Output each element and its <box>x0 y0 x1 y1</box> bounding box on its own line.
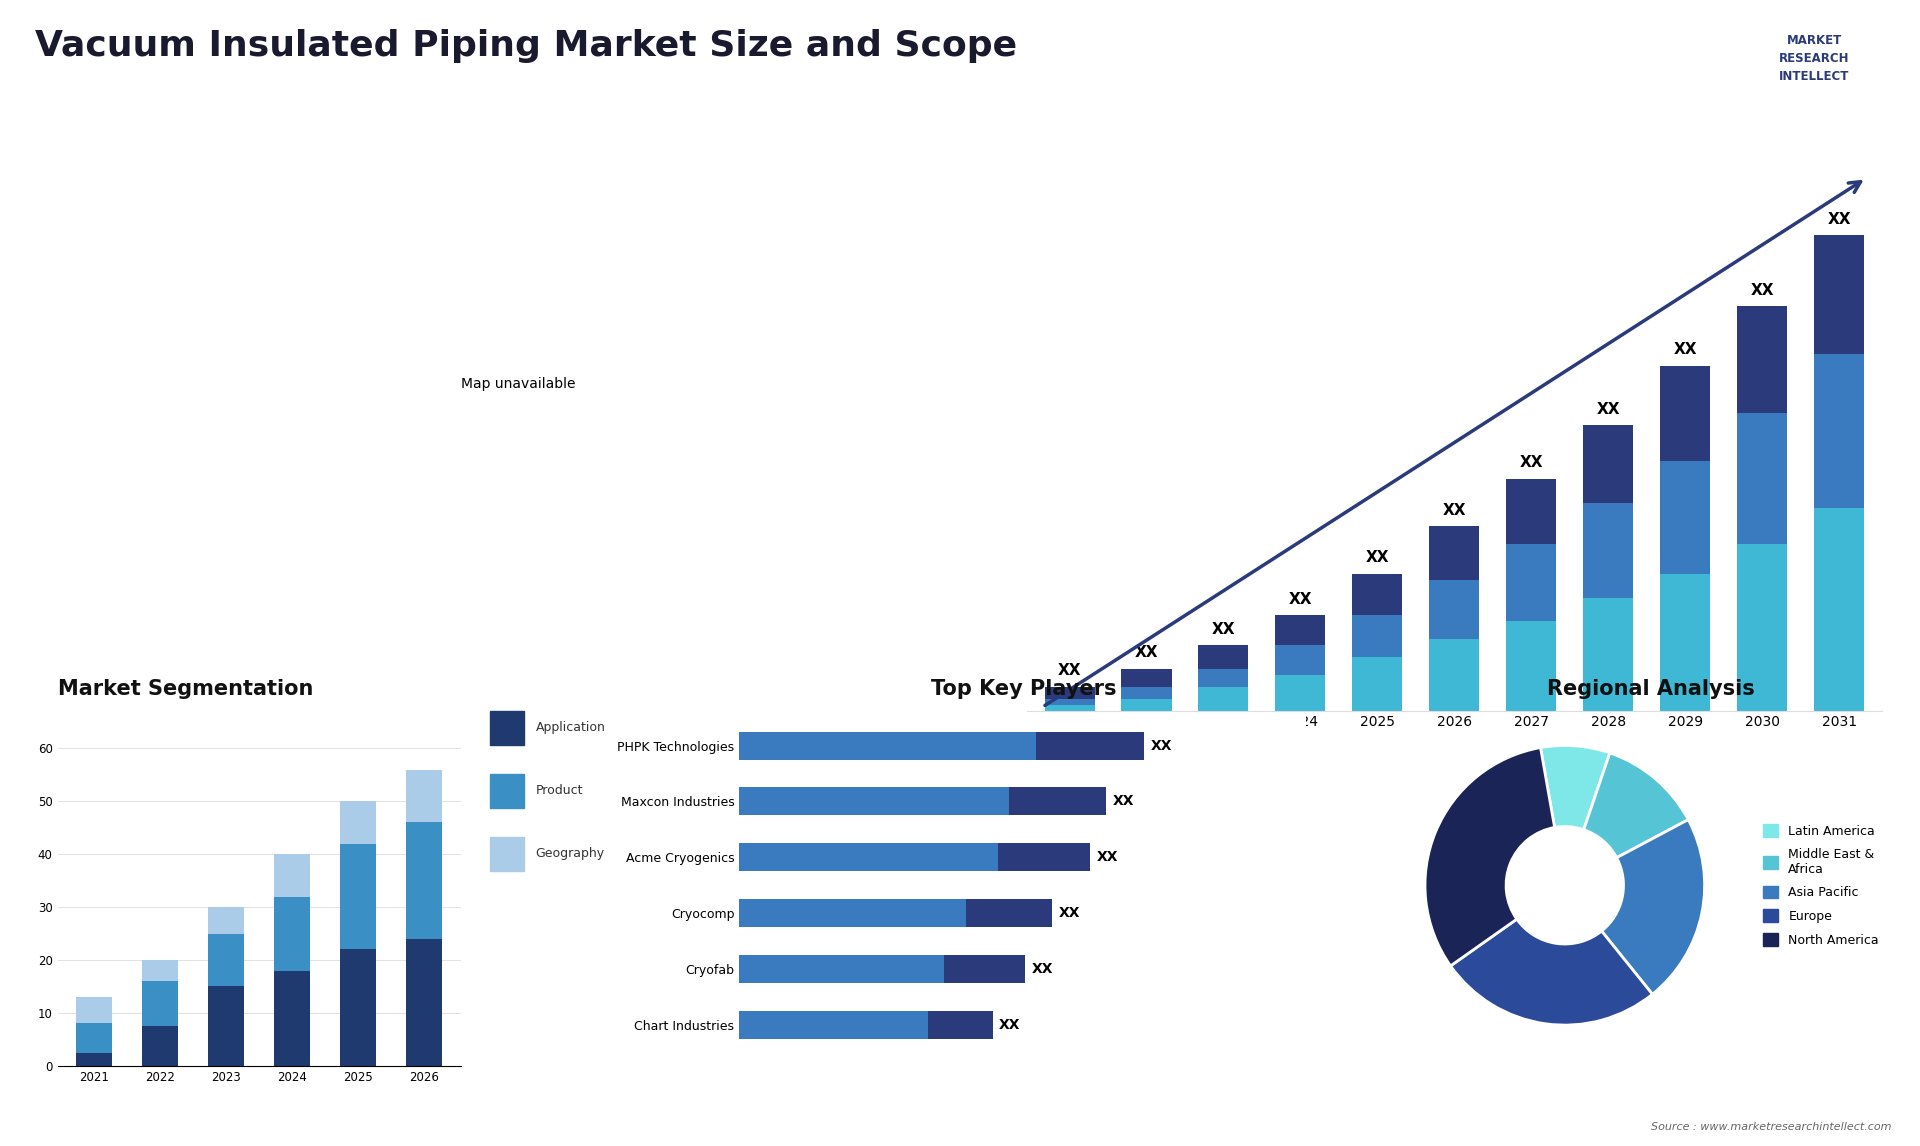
Bar <box>1352 615 1402 657</box>
Text: Map unavailable: Map unavailable <box>461 377 576 391</box>
Bar <box>1275 675 1325 711</box>
Text: Product: Product <box>536 784 584 798</box>
Text: XX: XX <box>1112 794 1135 808</box>
Bar <box>207 908 244 934</box>
Bar <box>1584 425 1634 503</box>
Bar <box>1738 544 1788 711</box>
Bar <box>739 843 998 871</box>
Bar <box>1352 574 1402 615</box>
Text: XX: XX <box>1058 906 1081 920</box>
Text: Application: Application <box>536 721 605 735</box>
Bar <box>407 939 442 1066</box>
Bar <box>1661 461 1711 574</box>
Bar <box>945 955 1025 983</box>
Bar <box>340 843 376 949</box>
Bar <box>1661 574 1711 711</box>
Bar <box>1275 615 1325 645</box>
Bar <box>1428 526 1480 580</box>
Text: XX: XX <box>998 1018 1021 1033</box>
Bar <box>739 1011 927 1039</box>
Bar <box>966 900 1052 927</box>
Bar <box>1121 686 1171 699</box>
Text: XX: XX <box>1031 963 1052 976</box>
Text: XX: XX <box>1751 283 1774 298</box>
Bar <box>142 1026 179 1066</box>
Text: XX: XX <box>1288 591 1311 607</box>
Bar <box>1507 544 1557 621</box>
Bar <box>77 1023 111 1052</box>
Bar <box>1584 597 1634 711</box>
Bar <box>1198 686 1248 711</box>
Bar <box>275 971 311 1066</box>
Text: XX: XX <box>1096 850 1117 864</box>
Bar <box>1738 306 1788 414</box>
Bar <box>1507 479 1557 544</box>
Bar <box>739 900 966 927</box>
Text: XX: XX <box>1442 503 1467 518</box>
Bar <box>340 801 376 843</box>
Bar <box>1044 686 1094 699</box>
Bar <box>207 987 244 1066</box>
Bar <box>1428 580 1480 639</box>
Text: XX: XX <box>1365 550 1390 565</box>
Text: Top Key Players: Top Key Players <box>931 680 1116 699</box>
Bar <box>407 770 442 823</box>
Bar <box>1738 414 1788 544</box>
Bar <box>275 896 311 971</box>
Bar <box>1275 645 1325 675</box>
Bar <box>1198 669 1248 686</box>
Bar <box>1507 621 1557 711</box>
Legend: Latin America, Middle East &
Africa, Asia Pacific, Europe, North America: Latin America, Middle East & Africa, Asi… <box>1763 824 1880 947</box>
Bar <box>1428 639 1480 711</box>
Bar <box>1198 645 1248 669</box>
Bar <box>1044 699 1094 705</box>
Bar <box>1814 354 1864 509</box>
Text: XX: XX <box>1519 455 1544 470</box>
Bar <box>1044 705 1094 711</box>
Text: XX: XX <box>1212 621 1235 636</box>
Bar <box>998 843 1091 871</box>
Text: XX: XX <box>1674 343 1697 358</box>
Text: Market Segmentation: Market Segmentation <box>58 680 313 699</box>
Text: MARKET
RESEARCH
INTELLECT: MARKET RESEARCH INTELLECT <box>1780 34 1849 84</box>
Text: XX: XX <box>1597 402 1620 417</box>
Bar <box>739 955 945 983</box>
Bar <box>1352 657 1402 711</box>
Text: XX: XX <box>1135 645 1158 660</box>
Bar <box>1008 787 1106 816</box>
Wedge shape <box>1450 919 1653 1025</box>
Text: XX: XX <box>1150 738 1171 753</box>
Bar <box>1814 235 1864 354</box>
Bar <box>1814 509 1864 711</box>
Bar <box>142 981 179 1026</box>
Text: Geography: Geography <box>536 847 605 861</box>
Bar <box>1037 731 1144 760</box>
Bar <box>142 960 179 981</box>
Bar <box>77 1052 111 1066</box>
Bar <box>275 854 311 896</box>
Text: Regional Analysis: Regional Analysis <box>1548 680 1755 699</box>
Wedge shape <box>1601 819 1705 995</box>
Bar <box>1661 366 1711 461</box>
Bar <box>207 934 244 987</box>
Bar <box>1121 699 1171 711</box>
Wedge shape <box>1584 753 1688 857</box>
Bar <box>407 823 442 939</box>
Bar <box>340 949 376 1066</box>
Bar <box>1584 503 1634 597</box>
Text: XX: XX <box>1828 212 1851 227</box>
Bar <box>77 997 111 1023</box>
Text: XX: XX <box>1058 664 1081 678</box>
Wedge shape <box>1540 746 1609 830</box>
Text: Source : www.marketresearchintellect.com: Source : www.marketresearchintellect.com <box>1651 1122 1891 1132</box>
Bar <box>1121 669 1171 686</box>
Bar <box>739 787 1008 816</box>
Bar <box>927 1011 993 1039</box>
Bar <box>739 731 1037 760</box>
Text: Vacuum Insulated Piping Market Size and Scope: Vacuum Insulated Piping Market Size and … <box>35 29 1018 63</box>
Wedge shape <box>1425 747 1555 966</box>
